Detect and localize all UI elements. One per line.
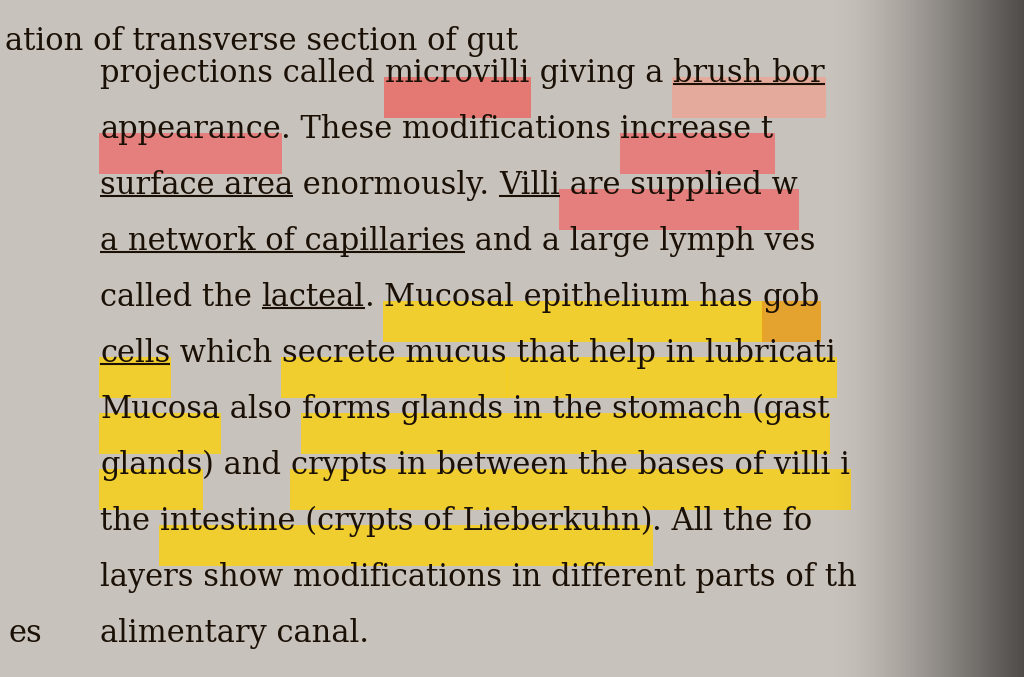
Text: which: which	[170, 338, 283, 369]
Text: surface area: surface area	[100, 170, 293, 201]
Bar	[290, 469, 851, 510]
Text: layers show modifications in different parts of th: layers show modifications in different p…	[100, 562, 857, 593]
Text: Mucosa: Mucosa	[100, 394, 220, 425]
Text: . These modifications: . These modifications	[281, 114, 621, 145]
Text: and a large lymph ves: and a large lymph ves	[465, 226, 815, 257]
Text: called the: called the	[100, 282, 261, 313]
Text: Mucosal epithelium has: Mucosal epithelium has	[384, 282, 763, 313]
Text: that help in lubricati: that help in lubricati	[507, 338, 836, 369]
Bar	[672, 77, 825, 118]
Text: alimentary canal.: alimentary canal.	[100, 618, 369, 649]
Text: enormously.: enormously.	[293, 170, 499, 201]
Text: a network of capillaries: a network of capillaries	[100, 226, 465, 257]
Bar	[99, 357, 171, 397]
Text: ) and: ) and	[203, 450, 291, 481]
Text: .: .	[365, 282, 384, 313]
Text: are supplied w: are supplied w	[560, 170, 798, 201]
Text: appearance: appearance	[100, 114, 281, 145]
Bar	[506, 357, 837, 397]
Text: crypts in between the bases of villi i: crypts in between the bases of villi i	[291, 450, 850, 481]
Text: brush bor: brush bor	[673, 58, 824, 89]
Bar	[99, 469, 204, 510]
Text: secrete mucus: secrete mucus	[283, 338, 507, 369]
Text: microvilli: microvilli	[385, 58, 530, 89]
Text: . All the fo: . All the fo	[652, 506, 812, 537]
Text: ation of transverse section of gut: ation of transverse section of gut	[5, 26, 518, 57]
Text: Villi: Villi	[499, 170, 560, 201]
Text: forms glands in the stomach (gast: forms glands in the stomach (gast	[302, 394, 829, 425]
Bar	[620, 133, 774, 173]
Bar	[762, 301, 821, 342]
Text: giving a: giving a	[530, 58, 673, 89]
Text: es: es	[8, 618, 42, 649]
Text: the: the	[100, 506, 160, 537]
Text: projections called: projections called	[100, 58, 385, 89]
Bar	[301, 414, 830, 454]
Text: glands: glands	[100, 450, 203, 481]
Bar	[383, 301, 764, 342]
Text: increase t: increase t	[621, 114, 773, 145]
Text: gob: gob	[763, 282, 820, 313]
Text: lacteal: lacteal	[261, 282, 365, 313]
Bar	[99, 133, 282, 173]
Text: also: also	[220, 394, 302, 425]
Bar	[559, 190, 799, 230]
Bar	[99, 414, 221, 454]
Bar	[159, 525, 653, 566]
Text: intestine (crypts of Lieberkuhn): intestine (crypts of Lieberkuhn)	[160, 506, 652, 537]
Text: cells: cells	[100, 338, 170, 369]
Bar	[384, 77, 531, 118]
Bar	[282, 357, 508, 397]
